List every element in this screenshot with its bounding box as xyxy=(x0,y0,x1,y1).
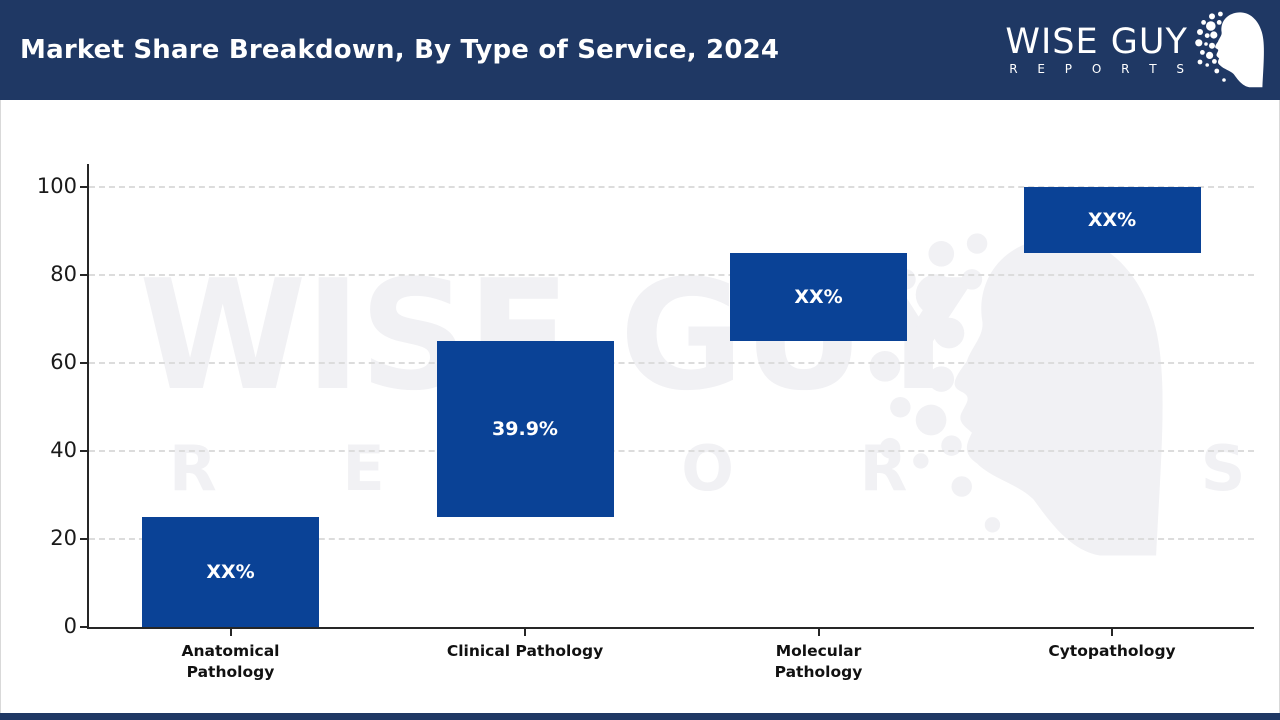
bar: 39.9% xyxy=(436,341,614,517)
footer-bar xyxy=(0,713,1280,720)
dotted-face-profile-icon xyxy=(1195,11,1264,88)
y-tick-mark xyxy=(80,538,89,540)
x-tick-label: Anatomical Pathology xyxy=(181,642,280,681)
y-tick-label: 60 xyxy=(50,350,77,374)
x-axis-line xyxy=(87,627,1254,629)
bar-value-label: XX% xyxy=(206,561,255,583)
bar-value-label: XX% xyxy=(1087,209,1137,231)
gridline xyxy=(89,362,1254,364)
gridline xyxy=(89,450,1254,452)
x-tick-mark xyxy=(229,629,232,636)
y-tick-label: 40 xyxy=(50,438,77,462)
gridline xyxy=(89,538,1254,540)
x-tick-label: Molecular Pathology xyxy=(774,642,863,681)
y-axis-line xyxy=(87,164,89,629)
bar: XX% xyxy=(730,253,907,341)
y-tick-label: 100 xyxy=(36,174,77,198)
header-banner: Market Share Breakdown, By Type of Servi… xyxy=(0,0,1280,100)
x-tick-mark xyxy=(524,629,526,636)
bar: XX% xyxy=(1023,187,1201,253)
gridline xyxy=(89,274,1254,276)
y-tick-mark xyxy=(80,362,89,364)
y-tick-mark xyxy=(80,450,89,452)
gridline xyxy=(89,186,1254,188)
x-tick-mark xyxy=(1111,629,1113,636)
logo-subtitle: R E P O R T S xyxy=(1009,62,1192,77)
x-tick-label: Cytopathology xyxy=(1048,642,1176,660)
y-tick-label: 0 xyxy=(63,614,77,638)
logo-wordmark: WISE GUY xyxy=(1005,21,1188,62)
y-tick-label: 20 xyxy=(50,526,77,550)
y-tick-label: 80 xyxy=(50,262,77,286)
bar: XX% xyxy=(142,517,319,627)
y-tick-mark xyxy=(80,274,89,276)
bar-chart: 0 20 40 60 80 100 XX% Anatomical Pathology 39.9%… xyxy=(1,100,1279,713)
y-tick-mark xyxy=(80,626,89,628)
y-tick-mark xyxy=(80,186,89,188)
brand-logo-text: WISE GUY R E P O R T S xyxy=(1001,21,1192,77)
bar-value-label: 39.9% xyxy=(492,418,558,440)
x-tick-mark xyxy=(817,629,820,636)
x-tick-label: Clinical Pathology xyxy=(446,642,604,660)
bar-value-label: XX% xyxy=(794,286,843,308)
page-title: Market Share Breakdown, By Type of Servi… xyxy=(20,35,780,65)
chart-area: WISE GUY R E P O R T S 0 20 40 60 80 100 XX% An… xyxy=(0,100,1280,713)
brand-logo: WISE GUY R E P O R T S xyxy=(1001,6,1266,94)
